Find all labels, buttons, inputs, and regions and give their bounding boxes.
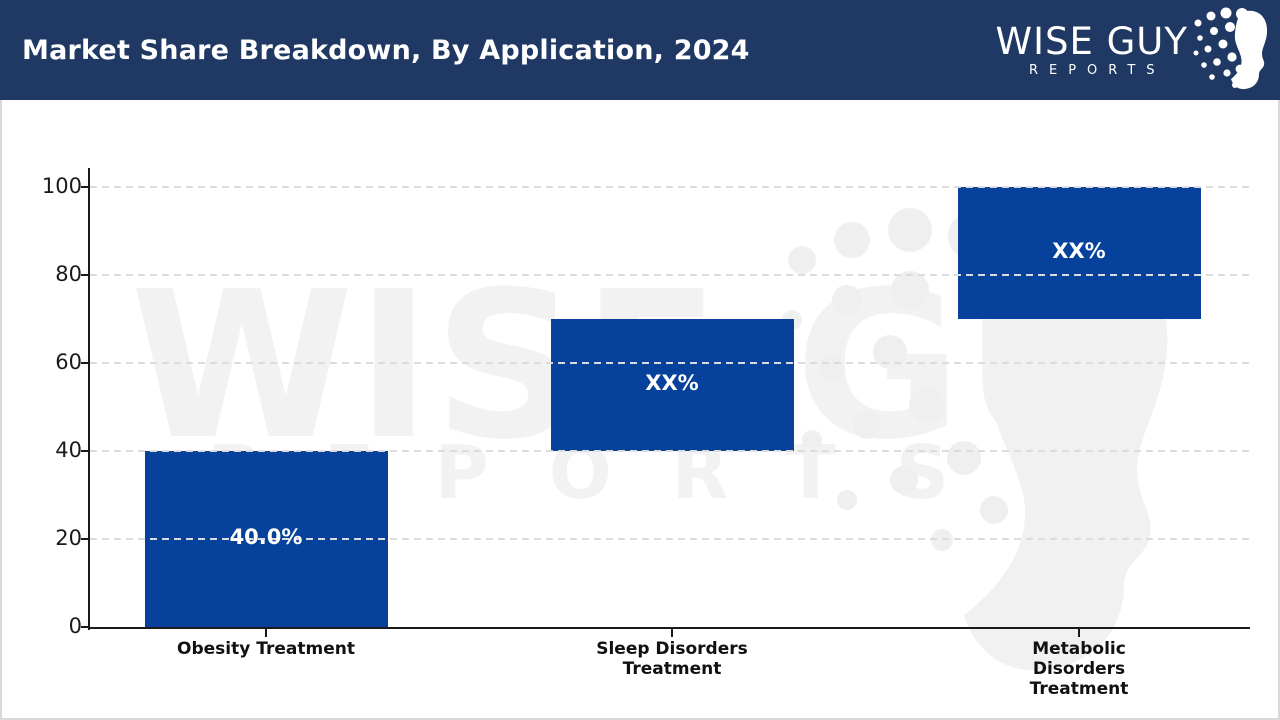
y-tick-mark-0	[81, 626, 89, 628]
x-category-label-3: Metabolic Disorders Treatment	[1029, 639, 1129, 699]
y-tick-mark-80	[81, 274, 89, 276]
dotted-face-icon	[1193, 7, 1268, 90]
y-tick-label-0: 0	[68, 614, 82, 638]
y-axis-line	[88, 168, 90, 630]
y-tick-mark-60	[81, 362, 89, 364]
gridline-100	[90, 186, 1254, 188]
header-bar: Market Share Breakdown, By Application, …	[0, 0, 1280, 100]
gridline-80	[90, 274, 1254, 276]
y-tick-mark-100	[81, 186, 89, 188]
x-category-label-1: Obesity Treatment	[177, 639, 355, 659]
x-tick-mark-2	[671, 629, 673, 637]
x-tick-mark-1	[265, 629, 267, 637]
logo-text: WISE GUY REPORTS	[996, 23, 1188, 77]
wise-guy-reports-logo: WISE GUY REPORTS	[996, 7, 1268, 93]
bar-value-label-2: XX%	[645, 371, 699, 395]
y-tick-label-60: 60	[55, 350, 82, 374]
y-tick-label-40: 40	[55, 438, 82, 462]
y-tick-mark-20	[81, 538, 89, 540]
x-axis-line	[88, 627, 1250, 629]
x-category-label-2: Sleep Disorders Treatment	[596, 639, 748, 679]
y-tick-label-80: 80	[55, 262, 82, 286]
y-tick-mark-40	[81, 450, 89, 452]
gridline-60	[90, 362, 1254, 364]
y-tick-label-20: 20	[55, 526, 82, 550]
logo-wise-guy-label: WISE GUY	[995, 20, 1188, 63]
gridline-40	[90, 450, 1254, 452]
chart-area: WISE GU REPORTS 0 20 40 60 80 100 40.0% Obesity…	[2, 100, 1278, 718]
gridline-20	[90, 538, 1254, 540]
x-tick-mark-3	[1078, 629, 1080, 637]
logo-reports-label: REPORTS	[1028, 63, 1166, 78]
page-title: Market Share Breakdown, By Application, …	[22, 34, 750, 66]
y-tick-label-100: 100	[41, 174, 82, 198]
bar-value-label-1: 40.0%	[229, 525, 303, 549]
bar-value-label-3: XX%	[1052, 239, 1106, 263]
bar-2	[550, 319, 794, 451]
